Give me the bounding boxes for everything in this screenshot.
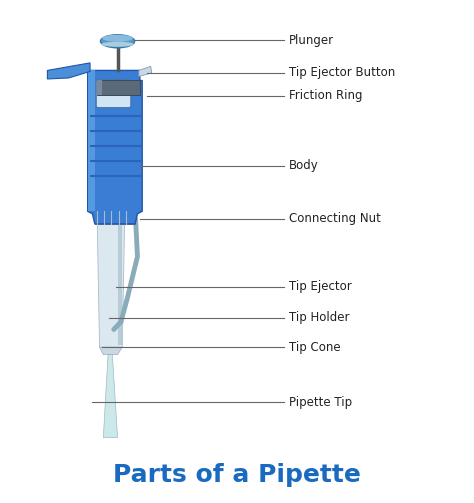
Text: Friction Ring: Friction Ring: [289, 89, 363, 102]
FancyBboxPatch shape: [96, 79, 131, 108]
Polygon shape: [88, 70, 142, 224]
Polygon shape: [97, 80, 102, 95]
Polygon shape: [47, 63, 90, 79]
Ellipse shape: [100, 35, 135, 48]
Text: Tip Ejector: Tip Ejector: [289, 280, 352, 293]
Text: Tip Holder: Tip Holder: [289, 311, 350, 324]
Text: Tip Cone: Tip Cone: [289, 341, 341, 354]
Text: Plunger: Plunger: [289, 34, 334, 47]
Polygon shape: [139, 66, 152, 76]
Polygon shape: [97, 219, 125, 347]
Polygon shape: [88, 70, 95, 211]
Polygon shape: [97, 80, 140, 95]
Polygon shape: [118, 219, 122, 345]
Text: Tip Ejector Button: Tip Ejector Button: [289, 66, 395, 79]
Ellipse shape: [101, 42, 134, 47]
Ellipse shape: [102, 35, 133, 42]
Text: Body: Body: [289, 159, 319, 173]
Text: Pipette Tip: Pipette Tip: [289, 396, 352, 409]
Text: Parts of a Pipette: Parts of a Pipette: [113, 463, 361, 487]
Polygon shape: [100, 347, 122, 355]
Text: Connecting Nut: Connecting Nut: [289, 212, 381, 225]
Polygon shape: [103, 355, 118, 438]
Polygon shape: [95, 211, 135, 224]
